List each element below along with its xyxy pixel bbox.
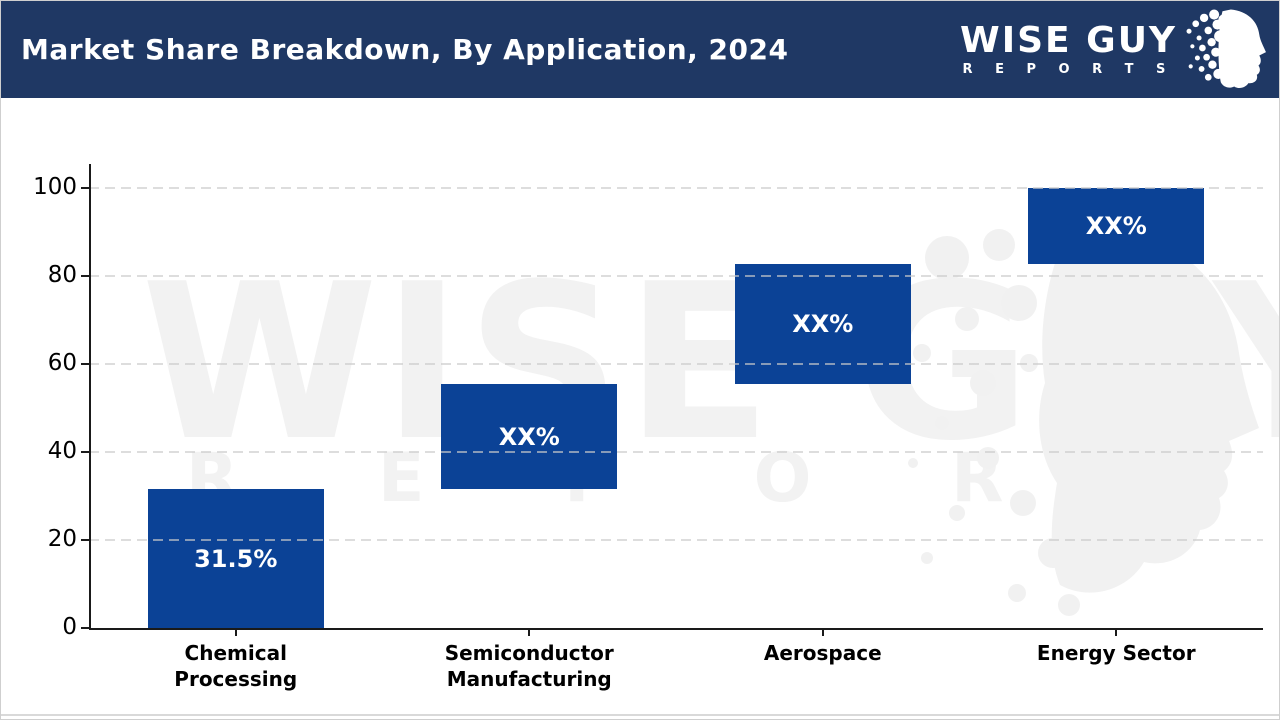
y-tick-100 — [81, 187, 89, 189]
category-label-semiconductor-manufacturing: Semiconductor Manufacturing — [444, 641, 614, 691]
y-tick-20 — [81, 539, 89, 541]
gridline-60 — [89, 363, 1263, 365]
gridline-40 — [89, 451, 1263, 453]
bar-chemical-processing: 31.5% — [147, 489, 324, 628]
category-label-energy-sector: Energy Sector — [1036, 641, 1196, 665]
x-axis — [89, 628, 1263, 630]
brand-logo: WISE GUY R E P O R T S — [960, 5, 1271, 95]
bar-semiconductor-manufacturing: XX% — [441, 383, 618, 490]
wise-guy-head-icon — [1179, 5, 1271, 95]
bar-value-label: 31.5% — [194, 544, 278, 573]
bar-aerospace: XX% — [734, 263, 911, 384]
y-tick-label-80: 80 — [47, 262, 77, 288]
y-tick-label-0: 0 — [62, 614, 77, 640]
y-tick-0 — [81, 627, 89, 629]
logo-wordmark: WISE GUY R E P O R T S — [959, 20, 1177, 78]
x-tick-semiconductor-manufacturing — [528, 628, 531, 636]
bottom-divider — [1, 714, 1279, 716]
x-tick-aerospace — [821, 628, 824, 636]
page-title: Market Share Breakdown, By Application, … — [21, 33, 789, 66]
gridline-80 — [89, 275, 1263, 277]
y-tick-60 — [81, 363, 89, 365]
bar-value-label: XX% — [1085, 211, 1147, 240]
logo-brand-subtitle: R E P O R T S — [962, 62, 1175, 77]
category-label-chemical-processing: Chemical Processing — [174, 641, 298, 691]
header-bar: Market Share Breakdown, By Application, … — [1, 1, 1279, 98]
bar-value-label: XX% — [498, 422, 560, 451]
y-tick-label-60: 60 — [47, 350, 77, 376]
bar-value-label: XX% — [792, 309, 854, 338]
x-tick-chemical-processing — [234, 628, 237, 636]
bar-energy-sector: XX% — [1028, 188, 1205, 264]
logo-brand-name: WISE GUY — [959, 20, 1177, 61]
y-axis — [89, 164, 91, 629]
y-tick-label-40: 40 — [47, 438, 77, 464]
watermark-head-icon — [867, 213, 1277, 647]
y-tick-80 — [81, 275, 89, 277]
category-label-aerospace: Aerospace — [763, 641, 882, 665]
y-tick-40 — [81, 451, 89, 453]
gridline-20 — [89, 539, 1263, 541]
x-tick-energy-sector — [1115, 628, 1118, 636]
y-tick-label-100: 100 — [33, 174, 77, 200]
gridline-100 — [89, 187, 1263, 189]
y-tick-label-20: 20 — [47, 526, 77, 552]
